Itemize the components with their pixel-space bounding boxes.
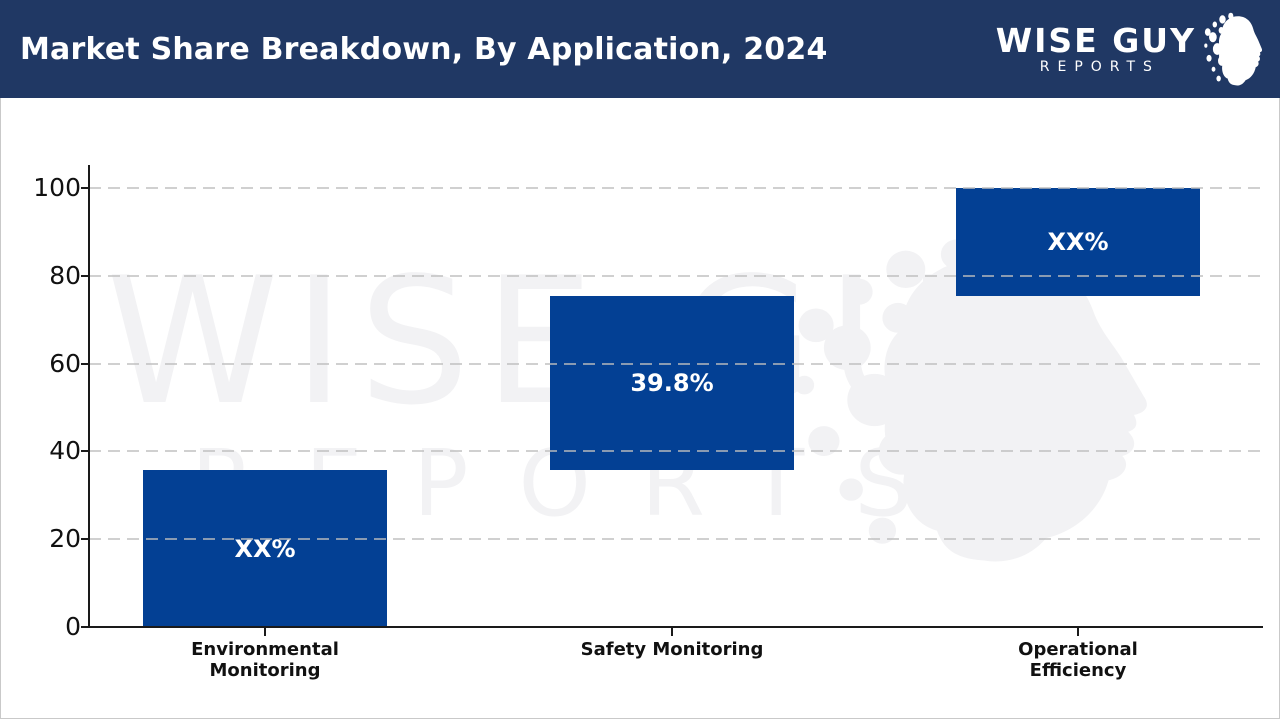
logo-face-icon [1204,12,1263,86]
x-axis-tick-mark [1077,628,1079,636]
logo-text: WISE GUY REPORTS [996,24,1196,74]
header-bar: Market Share Breakdown, By Application, … [0,0,1280,98]
bar-1: XX% [143,470,387,627]
x-axis-line [88,626,1263,628]
y-axis-tick-mark [81,538,89,541]
bar-3: XX% [956,188,1200,296]
gridline-100 [89,187,1263,189]
y-axis-tick-label: 80 [49,260,81,290]
logo-subtitle: REPORTS [1039,59,1160,75]
y-axis-tick-label: 40 [49,436,81,466]
x-axis-tick-mark [264,628,266,636]
page-title: Market Share Breakdown, By Application, … [20,31,828,67]
bar-2: 39.8% [550,295,794,471]
y-axis-tick-label: 20 [49,524,81,554]
y-axis-line [88,165,90,628]
y-axis-tick-mark [81,450,89,453]
y-axis-tick-label: 100 [33,173,81,202]
x-axis-tick-mark [671,628,673,636]
y-axis-tick-mark [81,626,89,628]
gridline-60 [89,362,1263,365]
x-axis-category-label: Operational Efficiency [1018,639,1138,681]
wiseguy-logo: WISE GUY REPORTS [996,11,1266,87]
y-axis-tick-mark [81,274,89,277]
x-axis-category-label: Environmental Monitoring [191,639,339,681]
y-axis-tick-label: 0 [65,612,81,641]
y-axis-tick-label: 60 [49,348,81,378]
watermark-face-icon [794,239,1147,562]
logo-wordmark: WISE GUY [995,21,1196,60]
y-axis-tick-mark [81,187,89,189]
gridline-40 [89,450,1263,453]
gridline-80 [89,274,1263,277]
x-axis-category-label: Safety Monitoring [580,639,764,660]
bar-value-label: XX% [1047,227,1109,256]
gridline-20 [89,538,1263,541]
y-axis-tick-mark [81,362,89,365]
bar-value-label: 39.8% [630,368,714,397]
